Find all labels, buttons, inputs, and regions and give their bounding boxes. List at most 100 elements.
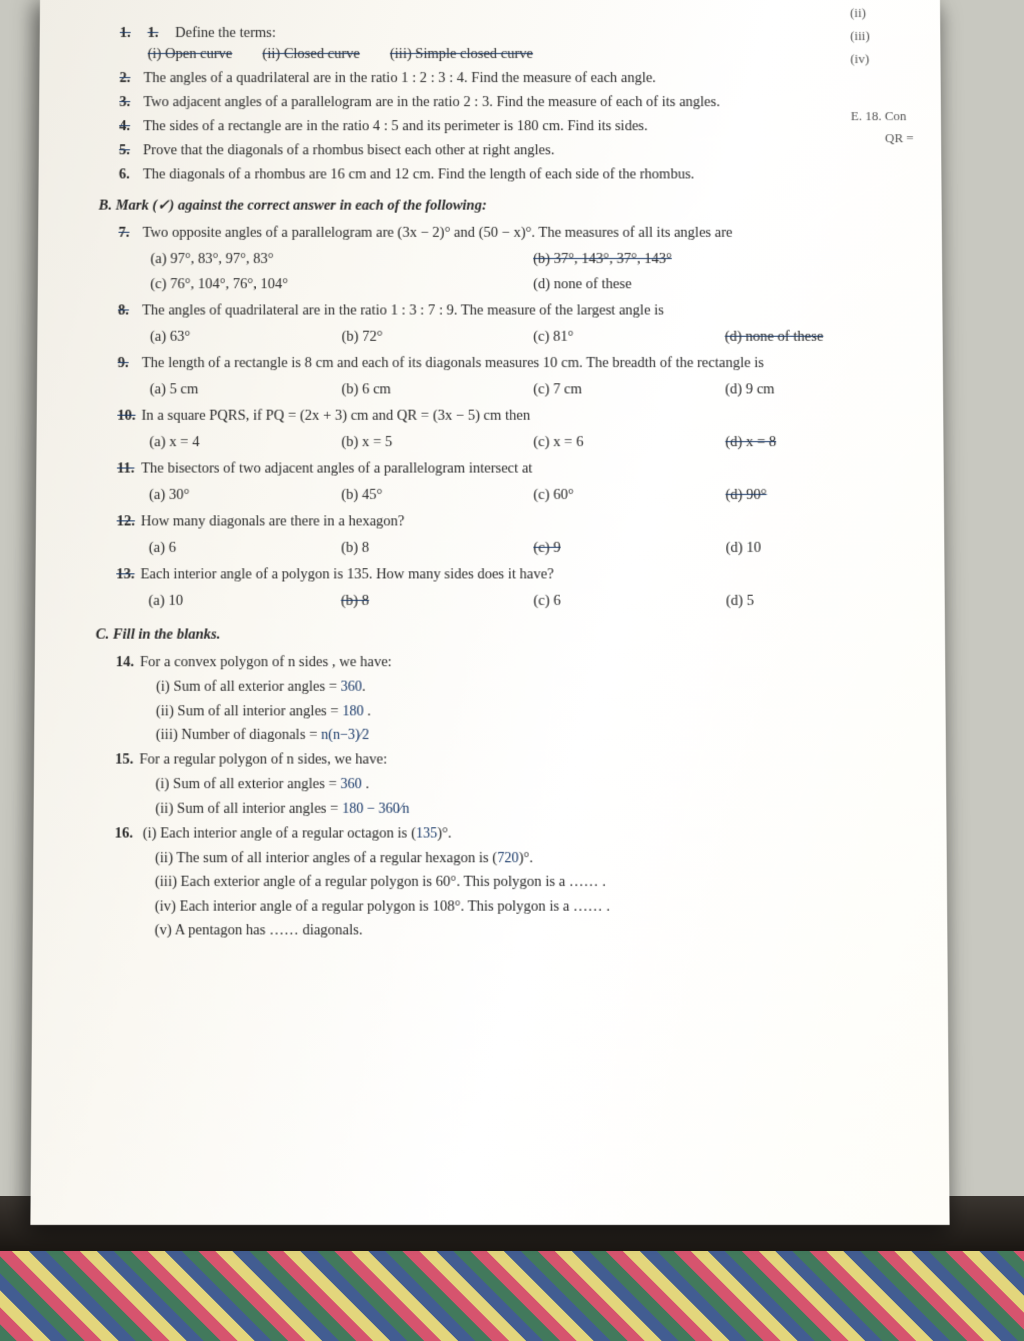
q11: 11.The bisectors of two adjacent angles … [117,459,914,480]
q10-text: In a square PQRS, if PQ = (2x + 3) cm an… [141,408,530,424]
q16-i-ans: 135 [416,826,437,841]
q15-ii-ans: 180 − 360⁄n [342,801,409,816]
q12-b: (b) 8 [337,536,529,561]
q9-num: 9. [118,353,142,374]
q5-text: Prove that the diagonals of a rhombus bi… [143,142,554,158]
q11-b: (b) 45° [337,483,529,508]
q11-a: (a) 30° [145,483,337,508]
q14-iii-ans: n(n−3)⁄2 [321,728,369,743]
q11-num: 11. [117,459,141,480]
q14-ii: (ii) Sum of all interior angles = 180 . [156,701,915,723]
q7-a: (a) 97°, 83°, 97°, 83° [146,247,529,272]
q6-num: 6. [119,164,143,185]
q14-num: 14. [116,652,140,673]
q12-a: (a) 6 [145,536,337,561]
q15: 15.For a regular polygon of n sides, we … [115,750,916,772]
q16-i-label: (i) Each interior angle of a regular oct… [143,825,416,841]
q7-c: (c) 76°, 104°, 76°, 104° [146,272,529,297]
q9: 9.The length of a rectangle is 8 cm and … [118,353,913,374]
q1-num: 1. [147,23,171,44]
q12-c: (c) 9 [529,536,721,561]
q15-i-ans: 360 [341,777,362,792]
q1-opt-i: (i) Open curve [148,44,233,65]
q13-b: (b) 8 [337,589,530,615]
q16-ii-post: )°. [519,850,533,866]
q9-a: (a) 5 cm [146,377,338,402]
q13-a: (a) 10 [144,589,337,615]
q15-ii-label: (ii) Sum of all interior angles = [155,800,342,816]
q15-i-label: (i) Sum of all exterior angles = [155,776,340,792]
q1: 1. 1. Define the terms: (i) Open curve (… [120,23,911,65]
q10-num: 10. [117,406,141,427]
q1-opt-ii: (ii) Closed curve [262,44,360,65]
q11-c: (c) 60° [529,483,721,508]
q6-text: The diagonals of a rhombus are 16 cm and… [143,166,694,182]
q7-num: 7. [118,223,142,244]
q8-b: (b) 72° [338,325,530,350]
q8-c: (c) 81° [529,325,721,350]
q4-num: 4. [119,116,143,137]
section-b-head: B. Mark (✓) against the correct answer i… [99,196,912,217]
q14-i: (i) Sum of all exterior angles = 360. [156,677,915,699]
q2-text: The angles of a quadrilateral are in the… [143,70,656,86]
q16-i-post: )°. [437,825,451,841]
q15-text: For a regular polygon of n sides, we hav… [139,752,387,768]
q13-num: 13. [116,564,140,585]
q12-text: How many diagonals are there in a hexago… [141,514,405,530]
q10-c: (c) x = 6 [529,430,721,455]
q1-opt-iii: (iii) Simple closed curve [390,44,533,65]
q16-num: 16. [115,823,139,845]
q16-ii-label: (ii) The sum of all interior angles of a… [155,850,497,866]
margin-ii: (ii) [850,4,940,23]
q16-ii: (ii) The sum of all interior angles of a… [155,848,916,870]
q2: 2.The angles of a quadrilateral are in t… [119,68,910,89]
q3-num: 3. [119,92,143,113]
q8-a: (a) 63° [146,325,338,350]
q7-text: Two opposite angles of a parallelogram a… [143,225,733,241]
q9-c: (c) 7 cm [529,377,721,402]
q11-text: The bisectors of two adjacent angles of … [141,461,532,477]
q14-iii: (iii) Number of diagonals = n(n−3)⁄2 [156,725,916,747]
q16-iii: (iii) Each exterior angle of a regular p… [155,872,917,894]
q5-num: 5. [119,140,143,161]
q16-ii-ans: 720 [497,851,518,866]
q16: 16. (i) Each interior angle of a regular… [115,823,917,845]
q8-num: 8. [118,301,142,322]
margin-iii: (iii) [850,27,940,46]
q13-c: (c) 6 [529,589,722,615]
q9-b: (b) 6 cm [337,377,529,402]
q14-iii-label: (iii) Number of diagonals = [156,727,321,743]
q13: 13.Each interior angle of a polygon is 1… [116,564,914,585]
page: (ii) (iii) (iv) E. 18. Con QR = 1. 1. De… [30,0,949,1225]
q14-i-label: (i) Sum of all exterior angles = [156,679,341,695]
q3: 3.Two adjacent angles of a parallelogram… [119,92,911,113]
q9-text: The length of a rectangle is 8 cm and ea… [142,355,764,371]
section-c-head: C. Fill in the blanks. [96,625,915,646]
q1-outer-num: 1. [120,23,144,44]
q3-text: Two adjacent angles of a parallelogram a… [143,94,720,110]
margin-iv: (iv) [850,50,940,69]
q15-num: 15. [115,750,139,772]
q1-text: Define the terms: [175,25,276,41]
margin-e18b: Con [885,108,907,123]
q2-num: 2. [119,68,143,89]
q16-v: (v) A pentagon has …… diagonals. [155,919,917,941]
margin-notes: (ii) (iii) (iv) E. 18. Con QR = [850,0,950,1225]
q13-text: Each interior angle of a polygon is 135.… [140,567,553,583]
q12-num: 12. [117,512,141,533]
q14-ii-ans: 180 [342,704,363,719]
margin-e18: E. 18. [851,108,882,123]
q10-a: (a) x = 4 [145,430,337,455]
q14-text: For a convex polygon of n sides , we hav… [140,654,392,670]
q8-text: The angles of quadrilateral are in the r… [142,303,664,319]
q15-ii: (ii) Sum of all interior angles = 180 − … [155,798,916,820]
q10: 10.In a square PQRS, if PQ = (2x + 3) cm… [117,406,913,427]
q16-iv: (iv) Each interior angle of a regular po… [155,896,917,918]
q14: 14.For a convex polygon of n sides , we … [116,652,915,673]
q4-text: The sides of a rectangle are in the rati… [143,118,648,134]
q5: 5.Prove that the diagonals of a rhombus … [119,140,911,161]
q6: 6.The diagonals of a rhombus are 16 cm a… [119,164,912,185]
q8: 8.The angles of quadrilateral are in the… [118,301,912,322]
q10-b: (b) x = 5 [337,430,529,455]
q12: 12.How many diagonals are there in a hex… [117,512,914,533]
